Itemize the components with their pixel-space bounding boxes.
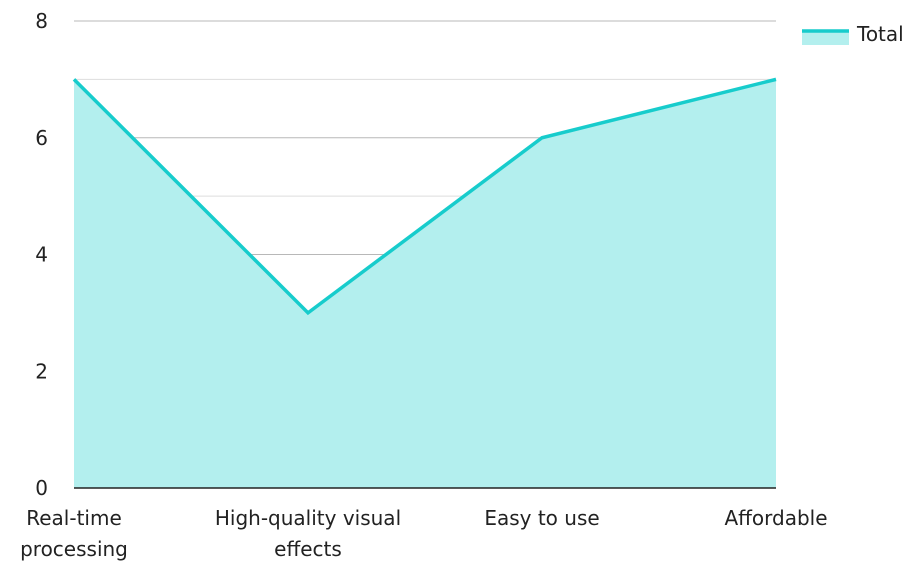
x-category-label: Easy to use [484, 506, 599, 530]
x-category-label: Real-time processing [20, 506, 128, 561]
legend-swatch-fill [802, 31, 849, 45]
legend: Total [802, 22, 904, 46]
area-layer [74, 79, 776, 488]
x-category-label-line: Affordable [724, 506, 827, 530]
x-category-label-line: Easy to use [484, 506, 599, 530]
y-tick-label: 6 [35, 126, 48, 150]
y-tick-label: 2 [35, 359, 48, 383]
x-category-label-line: processing [20, 537, 128, 561]
series-area-fill [74, 79, 776, 488]
x-category-label-line: effects [274, 537, 342, 561]
legend-label: Total [856, 22, 904, 46]
x-category-label-line: Real-time [26, 506, 122, 530]
y-tick-label: 8 [35, 9, 48, 33]
y-tick-label: 4 [35, 243, 48, 267]
x-category-label: Affordable [724, 506, 827, 530]
y-tick-label: 0 [35, 476, 48, 500]
x-category-label: High-quality visual effects [215, 506, 401, 561]
x-category-label-line: High-quality visual [215, 506, 401, 530]
